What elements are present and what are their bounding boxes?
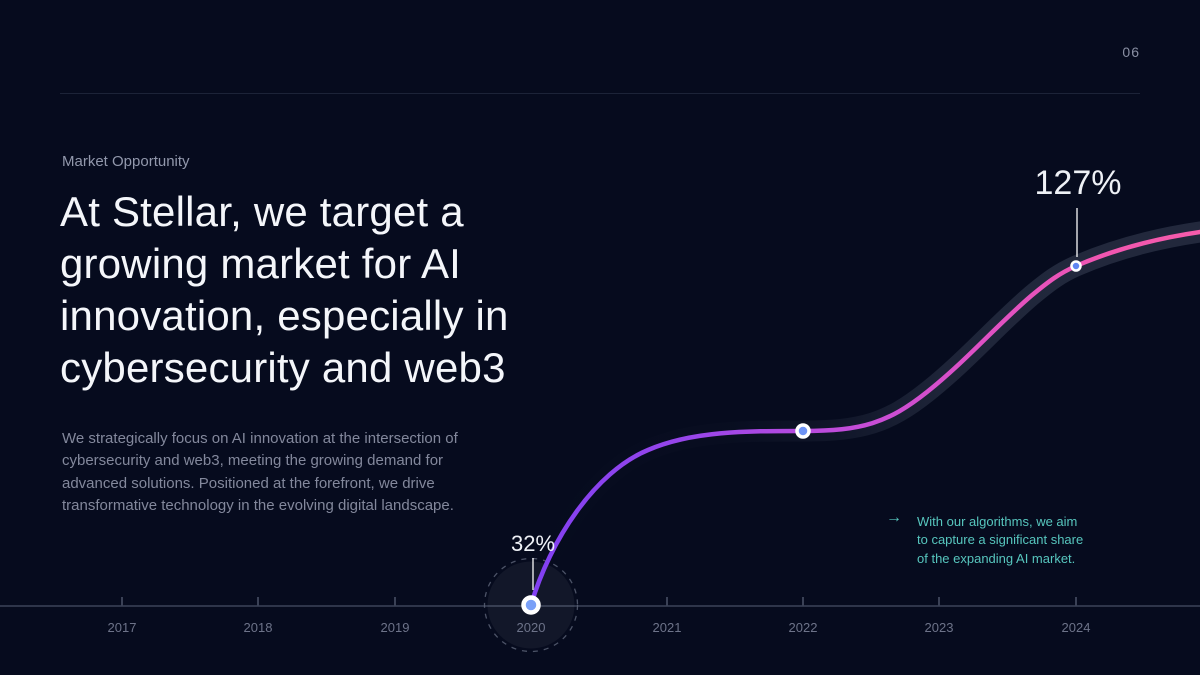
annotation-arrow-icon: → — [886, 509, 902, 526]
data-point-2020 — [521, 595, 541, 615]
data-point-2024 — [1070, 260, 1082, 272]
slide-title: At Stellar, we target a growing market f… — [60, 188, 509, 391]
axis-label-2017: 2017 — [107, 620, 137, 635]
value-label-2020: 32% — [510, 531, 556, 556]
axis-label-2023: 2023 — [924, 620, 954, 635]
value-label-2024: 127% — [1034, 164, 1122, 202]
top-divider — [60, 93, 1140, 94]
axis-label-2019: 2019 — [380, 620, 410, 635]
page-number: 06 — [1122, 44, 1140, 60]
axis-label-2022: 2022 — [788, 620, 818, 635]
axis-label-2024: 2024 — [1061, 620, 1091, 635]
x-axis-ticks — [121, 597, 1077, 606]
axis-label-2021: 2021 — [652, 620, 682, 635]
axis-label-2020: 2020 — [516, 620, 546, 635]
slide-body-text: We strategically focus on AI innovation … — [62, 430, 458, 514]
axis-label-2018: 2018 — [243, 620, 273, 635]
highlight-dashed-ring-2020 — [483, 557, 579, 653]
annotation-text: With our algorithms, we aim to capture a… — [917, 514, 1084, 566]
data-point-2022 — [795, 423, 811, 439]
section-eyebrow: Market Opportunity — [62, 153, 190, 170]
